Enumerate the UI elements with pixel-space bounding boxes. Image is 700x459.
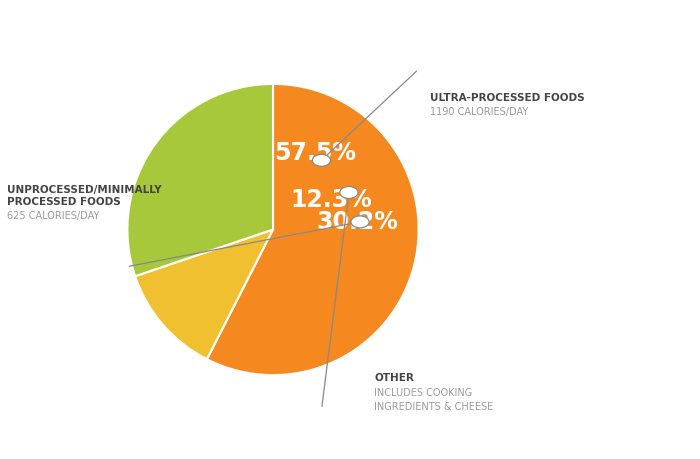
Wedge shape [127, 84, 273, 276]
Text: UNPROCESSED/MINIMALLY: UNPROCESSED/MINIMALLY [7, 185, 162, 195]
Text: 1190 CALORIES/DAY: 1190 CALORIES/DAY [430, 107, 528, 117]
Text: PROCESSED FOODS: PROCESSED FOODS [7, 197, 120, 207]
Text: 12.3%: 12.3% [290, 188, 372, 213]
Text: 30.2%: 30.2% [316, 210, 398, 234]
Text: OTHER: OTHER [374, 373, 414, 383]
Text: ULTRA-PROCESSED FOODS: ULTRA-PROCESSED FOODS [430, 93, 585, 103]
Wedge shape [135, 230, 273, 359]
Text: INCLUDES COOKING: INCLUDES COOKING [374, 388, 472, 398]
Text: 625 CALORIES/DAY: 625 CALORIES/DAY [7, 211, 99, 221]
Text: INGREDIENTS & CHEESE: INGREDIENTS & CHEESE [374, 402, 493, 412]
Text: 57.5%: 57.5% [274, 141, 356, 165]
Wedge shape [207, 84, 419, 375]
